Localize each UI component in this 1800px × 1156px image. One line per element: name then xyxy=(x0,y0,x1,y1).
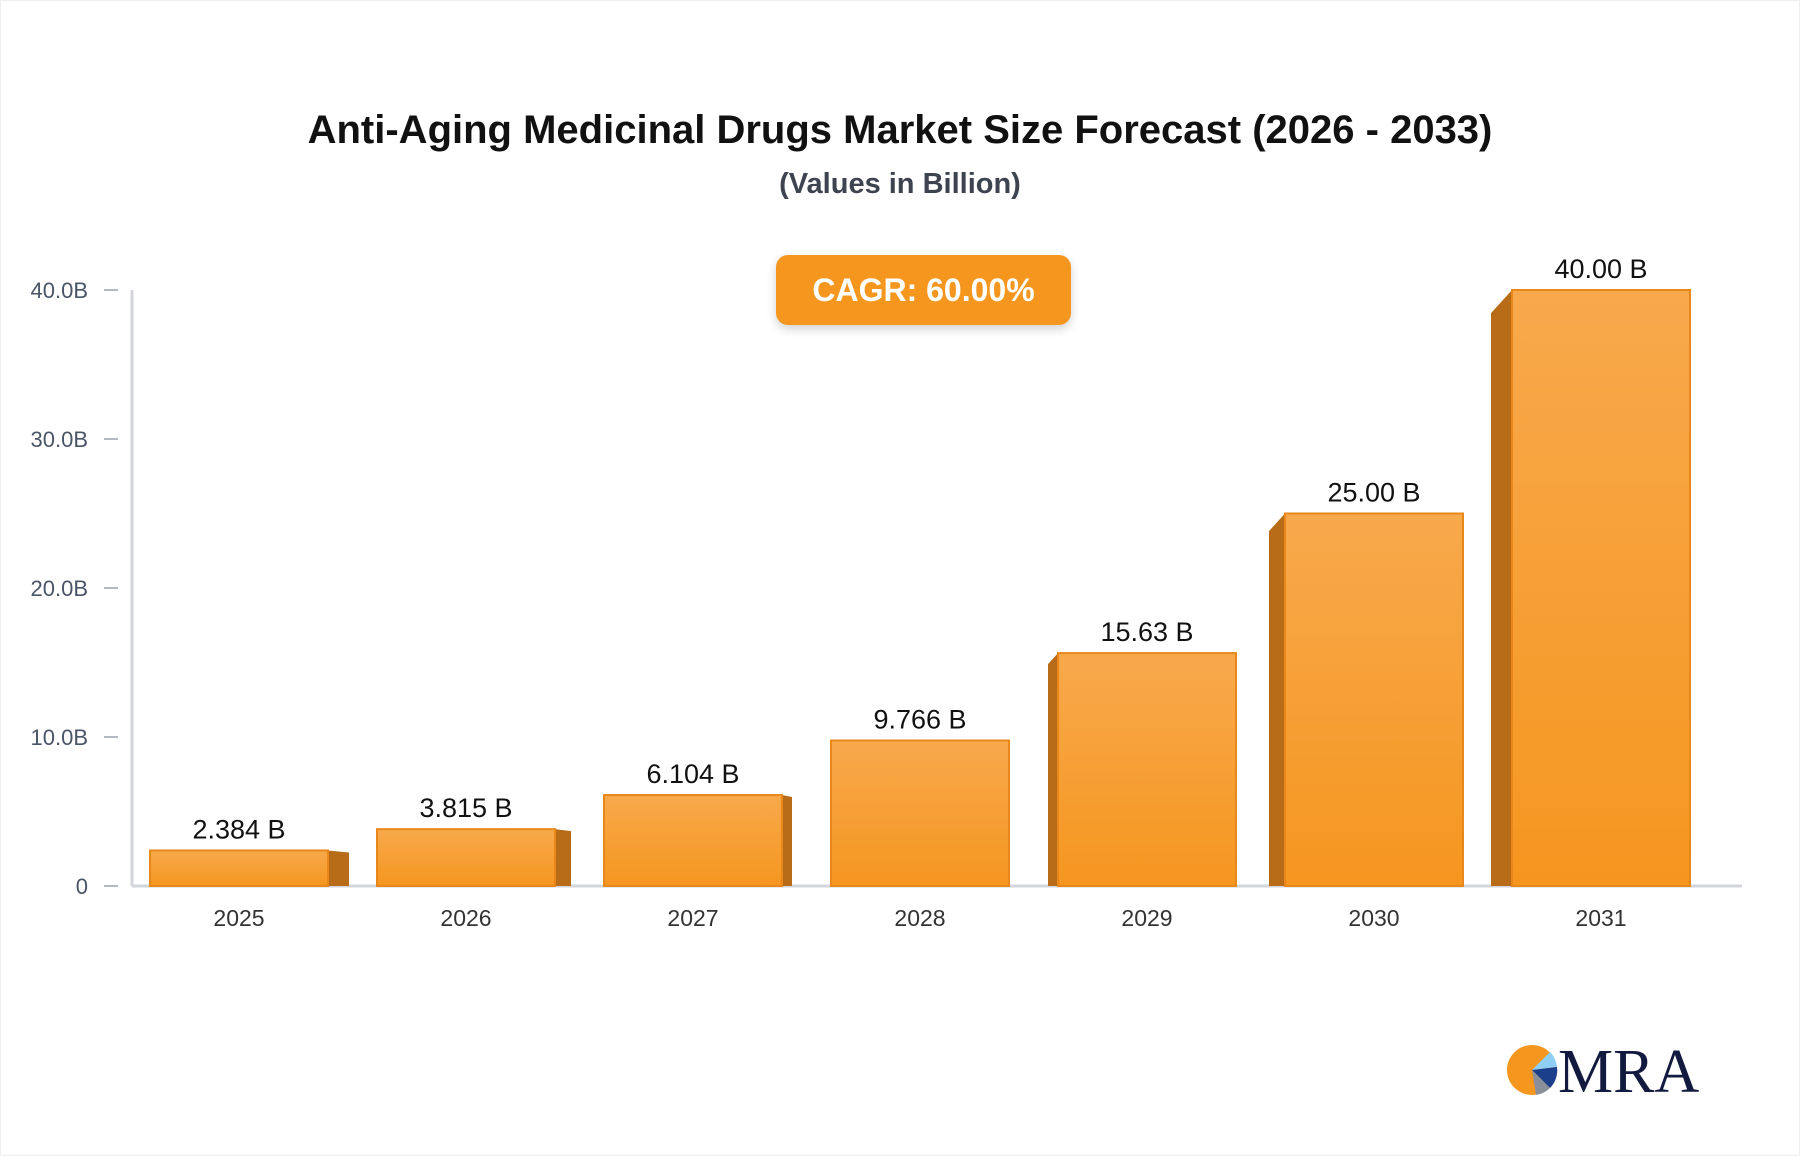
data-label: 9.766 B xyxy=(873,704,966,734)
bar-2031: 40.00 B 2031 xyxy=(1491,254,1691,931)
bar-2026: 3.815 B 2026 xyxy=(376,793,571,931)
bar-front xyxy=(603,794,783,888)
bar-2025: 2.384 B 2025 xyxy=(149,814,349,931)
data-label: 40.00 B xyxy=(1554,254,1647,284)
bar-2027: 6.104 B 2027 xyxy=(603,759,792,931)
bar-2030: 25.00 B 2030 xyxy=(1269,478,1464,931)
bar-front xyxy=(830,739,1010,887)
data-label: 15.63 B xyxy=(1100,617,1193,647)
data-label: 3.815 B xyxy=(419,793,512,823)
x-tick-label: 2025 xyxy=(213,905,264,931)
y-tick-label: 40.0B xyxy=(31,278,89,303)
bar-front xyxy=(376,828,556,887)
y-tick-label: 30.0B xyxy=(31,427,89,452)
bar-side xyxy=(1269,513,1285,886)
bar-side xyxy=(1048,653,1058,886)
cagr-badge: CAGR: 60.00% xyxy=(776,255,1071,325)
bar-side xyxy=(328,850,349,886)
bar-front xyxy=(1057,652,1237,887)
x-tick-label: 2030 xyxy=(1348,905,1399,931)
mra-logo: MRA xyxy=(1507,1038,1699,1106)
chart-title: Anti-Aging Medicinal Drugs Market Size F… xyxy=(307,108,1493,152)
x-tick-label: 2028 xyxy=(894,905,945,931)
bar-2028: 9.766 B 2028 xyxy=(830,704,1010,931)
bar-2029: 15.63 B 2029 xyxy=(1048,617,1237,931)
data-label: 25.00 B xyxy=(1327,478,1420,508)
y-tick-label: 0 xyxy=(76,874,88,899)
bar-front xyxy=(1511,289,1691,887)
bar-side xyxy=(555,829,571,886)
y-tick-label: 20.0B xyxy=(31,576,89,601)
bar-side xyxy=(782,795,792,886)
data-label: 6.104 B xyxy=(646,759,739,789)
y-tick-label: 10.0B xyxy=(31,725,89,750)
chart-subtitle: (Values in Billion) xyxy=(779,168,1021,200)
x-tick-label: 2031 xyxy=(1575,905,1626,931)
data-label: 2.384 B xyxy=(192,814,285,844)
x-tick-label: 2029 xyxy=(1121,905,1172,931)
x-tick-label: 2027 xyxy=(667,905,718,931)
bar-front xyxy=(1284,512,1464,887)
logo-text: MRA xyxy=(1558,1038,1699,1106)
bar-side xyxy=(1491,290,1512,886)
x-tick-label: 2026 xyxy=(440,905,491,931)
bar-front xyxy=(149,849,329,887)
